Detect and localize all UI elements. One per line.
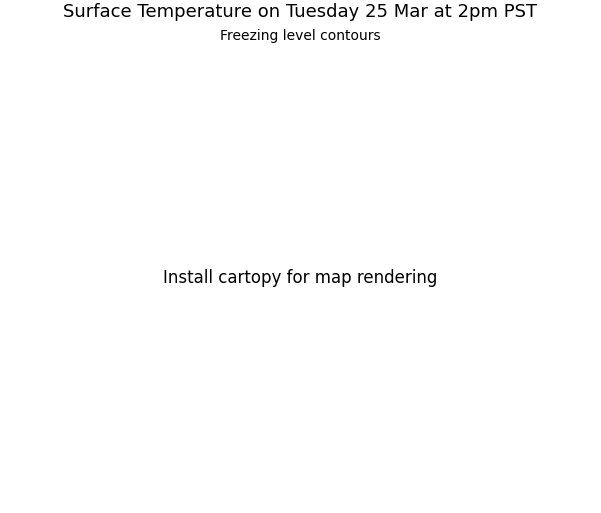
Text: Install cartopy for map rendering: Install cartopy for map rendering: [163, 269, 438, 287]
Text: Surface Temperature on Tuesday 25 Mar at 2pm PST: Surface Temperature on Tuesday 25 Mar at…: [64, 3, 537, 21]
Text: Freezing level contours: Freezing level contours: [220, 29, 381, 43]
